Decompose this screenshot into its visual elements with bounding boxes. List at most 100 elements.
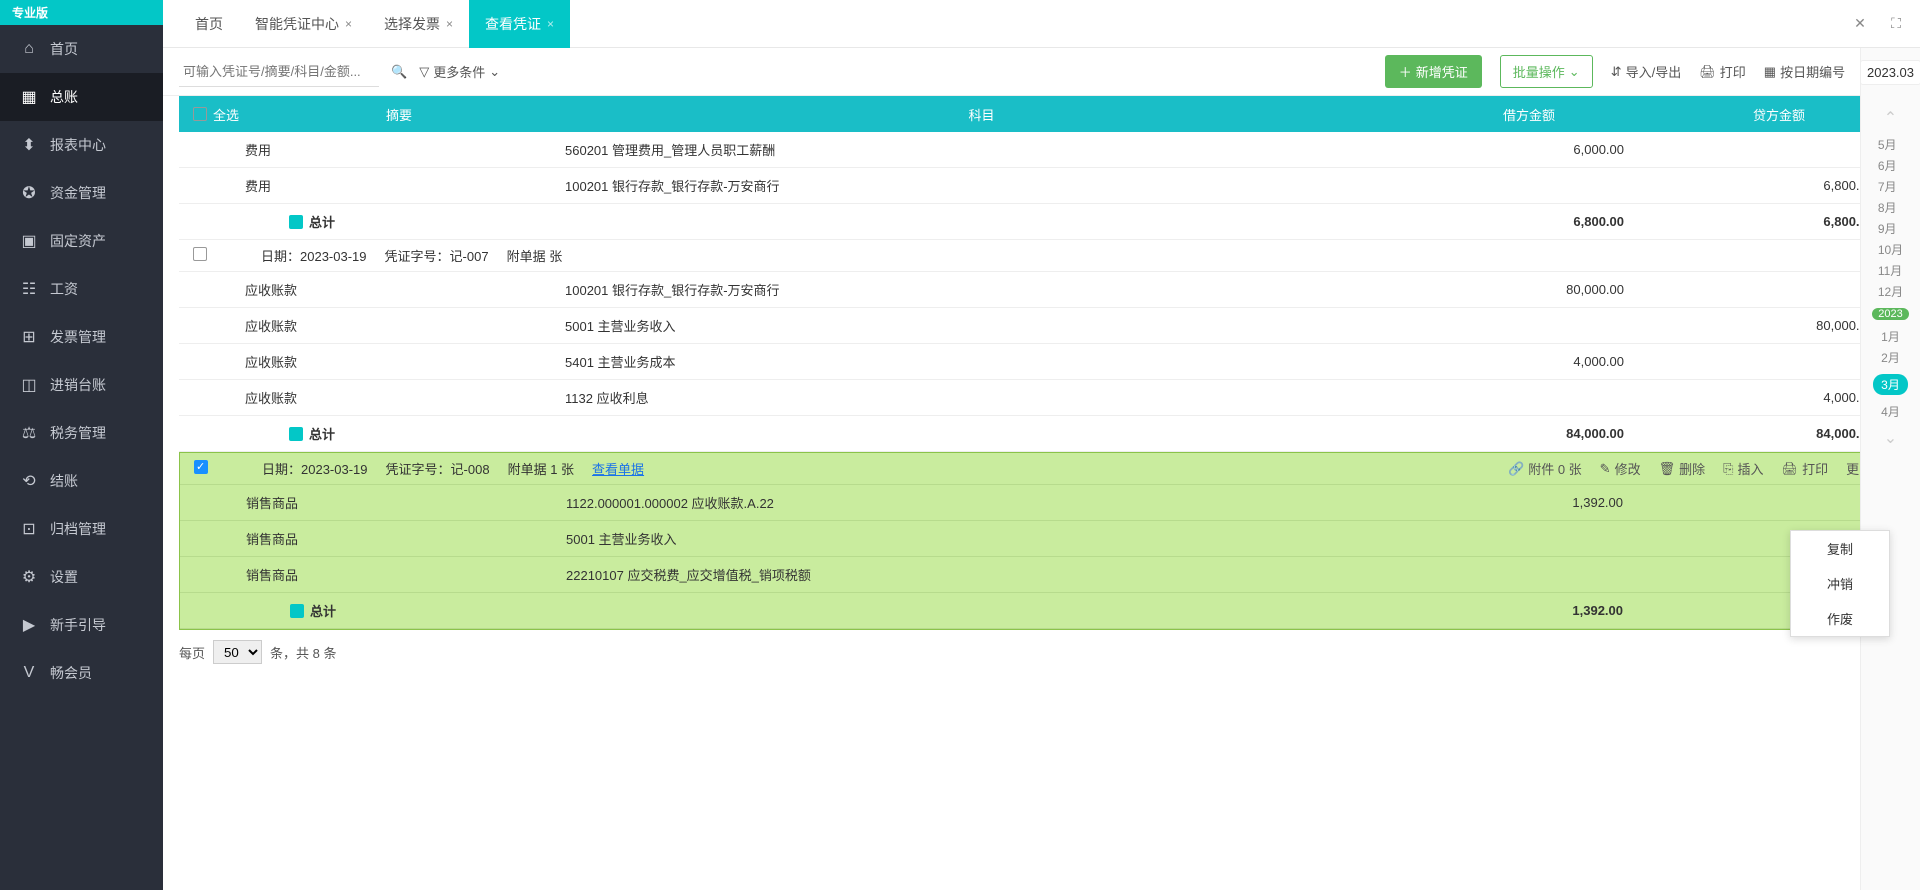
per-page-select[interactable]: 50 [213,640,262,664]
month-item[interactable]: 5月 [1878,134,1903,155]
more-dropdown: 复制 冲销 作废 [1790,530,1890,637]
table-row[interactable]: 应收账款5001 主营业务收入80,000.00 [179,308,1904,344]
nav-icon: ⊡ [20,520,38,538]
month-item[interactable]: 10月 [1878,239,1903,260]
table-row[interactable]: 应收账款5401 主营业务成本4,000.00 [179,344,1904,380]
tabs-close-icon[interactable]: ✕ [1844,8,1876,40]
tab[interactable]: 首页 [179,0,239,48]
month-item[interactable]: 1月 [1881,326,1900,347]
month-down-icon[interactable]: ⌄ [1884,428,1897,448]
month-current[interactable]: 3月 [1873,374,1908,395]
pager: 每页 50 条，共 8 条 [179,630,1904,674]
import-export-button[interactable]: ⇵ 导入/导出 [1611,62,1682,81]
search-icon[interactable]: 🔍 [391,64,407,80]
month-item[interactable]: 6月 [1878,155,1903,176]
search-input[interactable] [179,57,379,87]
print-button[interactable]: 🖨打印 [1782,459,1829,478]
cell-summary: 销售商品 [240,493,560,512]
sidebar-item[interactable]: ⌂首页 [0,25,163,73]
attachment-count[interactable]: 🔗附件 0 张 [1508,459,1582,478]
table-row[interactable]: 费用100201 银行存款_银行存款-万安商行6,800.00 [179,168,1904,204]
month-up-icon[interactable]: ⌃ [1884,108,1897,128]
sidebar-item[interactable]: ▦总账 [0,73,163,121]
cell-summary: 销售商品 [240,565,560,584]
table-row[interactable]: 销售商品5001 主营业务收入 [180,521,1903,557]
sidebar-item[interactable]: ☷工资 [0,265,163,313]
tab-bar: 首页智能凭证中心×选择发票×查看凭证× ✕ ⛶ [163,0,1920,48]
edition-badge: 专业版 [0,0,163,25]
cell-subject: 5001 主营业务收入 [559,316,1404,335]
nav-icon: ⚖ [20,424,38,442]
sidebar-item[interactable]: ◫进销台账 [0,361,163,409]
dropdown-item-void[interactable]: 作废 [1791,601,1889,636]
clip-icon [289,427,303,441]
table-row[interactable]: 费用560201 管理费用_管理人员职工薪酬6,000.00 [179,132,1904,168]
print-button[interactable]: 🖨 打印 [1699,62,1746,81]
fullscreen-icon[interactable]: ⛶ [1880,8,1912,40]
month-item[interactable]: 12月 [1878,281,1903,302]
nav-icon: ⚙ [20,568,38,586]
month-item[interactable]: 9月 [1878,218,1903,239]
month-item[interactable]: 11月 [1878,260,1903,281]
year-display[interactable]: 2023.03 [1860,60,1920,85]
cell-subject: 5401 主营业务成本 [559,352,1404,371]
nav-icon: ⟲ [20,472,38,490]
tab[interactable]: 选择发票× [368,0,469,48]
voucher-checkbox[interactable] [194,460,208,474]
sidebar-item[interactable]: ⚙ 设置 [0,553,163,601]
more-filter-button[interactable]: ▽ 更多条件 ⌄ [419,62,500,81]
select-all-checkbox[interactable] [193,107,207,121]
tab-close-icon[interactable]: × [345,17,352,31]
sidebar-item[interactable]: ✪资金管理 [0,169,163,217]
month-item[interactable]: 4月 [1881,401,1900,422]
dropdown-item-offset[interactable]: 冲销 [1791,566,1889,601]
view-attachment-link[interactable]: 查看单据 [592,459,644,478]
batch-ops-button[interactable]: 批量操作 ⌄ [1500,55,1593,88]
month-item[interactable]: 8月 [1878,197,1903,218]
sidebar-item[interactable]: ▶新手引导 [0,601,163,649]
sidebar-item[interactable]: ⟲ 结账 [0,457,163,505]
sidebar-item[interactable]: ▣固定资产 [0,217,163,265]
year-badge: 2023 [1872,308,1908,320]
voucher-list: 全选 摘要 科目 借方金额 贷方金额 费用560201 管理费用_管理人员职工薪… [163,96,1920,890]
print-icon: 🖨 [1699,64,1716,80]
new-voucher-button[interactable]: ＋ 新增凭证 [1385,55,1482,88]
sidebar-item[interactable]: ⚖税务管理 [0,409,163,457]
table-row[interactable]: 应收账款100201 银行存款_银行存款-万安商行80,000.00 [179,272,1904,308]
cell-subject: 560201 管理费用_管理人员职工薪酬 [559,140,1404,159]
table-row[interactable]: 销售商品22210107 应交税费_应交增值税_销项税额 [180,557,1903,593]
voucher-checkbox[interactable] [193,247,207,261]
delete-button[interactable]: 🗑删除 [1659,459,1706,478]
cell-subject: 1132 应收利息 [559,388,1404,407]
month-item[interactable]: 2月 [1881,347,1900,368]
sidebar-item[interactable]: ⬍报表中心 [0,121,163,169]
table-row[interactable]: 应收账款1132 应收利息4,000.00 [179,380,1904,416]
edit-icon: ✎ [1600,461,1611,477]
sidebar-item[interactable]: V畅会员 [0,649,163,697]
tab-close-icon[interactable]: × [547,17,554,31]
sidebar-item-label: 归档管理 [50,519,106,539]
dropdown-item-copy[interactable]: 复制 [1791,531,1889,566]
edit-button[interactable]: ✎修改 [1600,459,1641,478]
cell-summary: 销售商品 [240,529,560,548]
month-rail: 2023.03 ⌃ 5月6月7月8月9月10月11月12月 2023 1月2月 … [1860,48,1920,890]
sidebar-item[interactable]: ⊞发票管理 [0,313,163,361]
tab-close-icon[interactable]: × [446,17,453,31]
table-row[interactable]: 销售商品1122.000001.000002 应收账款.A.221,392.00 [180,485,1903,521]
sidebar-item-label: 畅会员 [50,663,92,683]
insert-button[interactable]: ⎘插入 [1723,459,1763,478]
sidebar-item-label: 结账 [50,471,78,491]
cell-summary: 费用 [239,176,559,195]
table-header: 全选 摘要 科目 借方金额 贷方金额 [179,96,1904,132]
tab[interactable]: 智能凭证中心× [239,0,368,48]
sidebar-item[interactable]: ⊡ 归档管理 [0,505,163,553]
sidebar-item-label: 资金管理 [50,183,106,203]
total-row: 总计 84,000.00 84,000.00 [179,416,1904,452]
renumber-by-date-button[interactable]: ▦ 按日期编号 [1764,62,1845,81]
total-row: 总计 6,800.00 6,800.00 [179,204,1904,240]
month-item[interactable]: 7月 [1878,176,1903,197]
sidebar-item-label: 设置 [50,567,78,587]
nav-icon: ▦ [20,88,38,106]
sidebar-item-label: 发票管理 [50,327,106,347]
tab[interactable]: 查看凭证× [469,0,570,48]
